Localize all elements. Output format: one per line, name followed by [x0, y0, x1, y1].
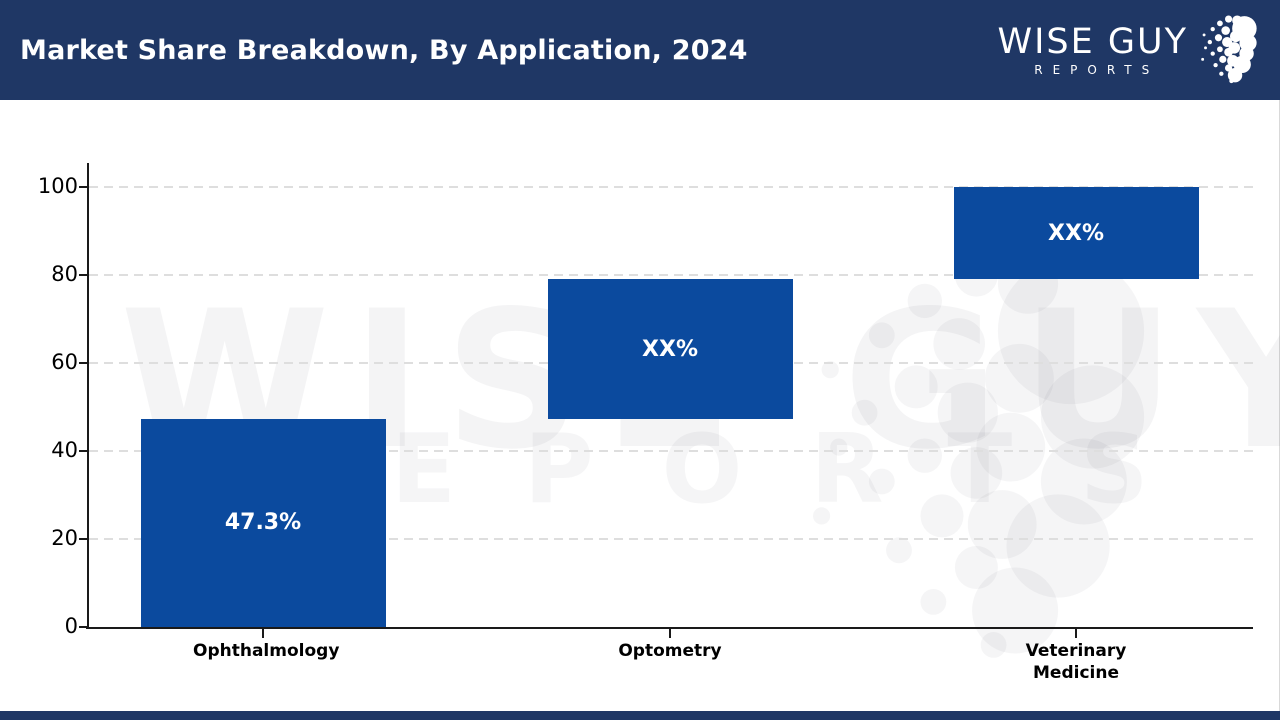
wiseguy-logo-subtitle: REPORTS [1034, 63, 1160, 77]
bar-ophthalmology: 47.3% [140, 418, 386, 627]
x-category-label-optometry: Optometry [600, 640, 740, 662]
wiseguy-logo-text: WISE GUY REPORTS [997, 23, 1188, 77]
x-category-label-optometry-text: Optometry [618, 641, 722, 661]
x-category-label-veterinary-medicine-text: Veterinary Medicine [1025, 641, 1127, 683]
y-tick-mark-100 [79, 186, 88, 188]
y-tick-mark-0 [79, 626, 88, 628]
y-tick-label-100: 100 [18, 174, 78, 198]
bar-veterinary-medicine: XX% [953, 187, 1199, 280]
wiseguy-logo: WISE GUY REPORTS [997, 8, 1266, 92]
gridline-40 [89, 450, 1253, 452]
y-tick-label-100-text: 100 [37, 174, 78, 198]
gridline-80 [89, 274, 1253, 276]
page-title: Market Share Breakdown, By Application, … [20, 34, 748, 66]
gridline-20 [89, 538, 1253, 540]
y-tick-mark-40 [79, 450, 88, 452]
y-axis-line [87, 163, 89, 629]
wiseguy-logo-wordmark: WISE GUY [997, 22, 1188, 62]
y-tick-label-80-text: 80 [51, 262, 78, 286]
x-tick-mark-veterinary-medicine [1075, 629, 1077, 638]
y-tick-mark-60 [79, 362, 88, 364]
x-tick-mark-ophthalmology [262, 629, 264, 638]
y-tick-label-40-text: 40 [51, 438, 78, 462]
y-tick-label-60: 60 [18, 350, 78, 374]
y-tick-label-0-text: 0 [64, 614, 78, 638]
x-tick-mark-optometry [669, 629, 671, 638]
x-axis-line [86, 627, 1253, 629]
x-category-label-ophthalmology-text: Ophthalmology [193, 641, 340, 661]
y-tick-mark-80 [79, 274, 88, 276]
y-tick-label-40: 40 [18, 438, 78, 462]
header-band: Market Share Breakdown, By Application, … [0, 0, 1280, 100]
bar-optometry: XX% [547, 279, 793, 419]
gridline-100 [89, 186, 1253, 188]
y-tick-label-80: 80 [18, 262, 78, 286]
y-tick-label-20: 20 [18, 526, 78, 550]
y-tick-mark-20 [79, 538, 88, 540]
bar-value-label-veterinary-medicine: XX% [1048, 220, 1104, 246]
y-tick-label-60-text: 60 [51, 350, 78, 374]
bar-value-label-optometry: XX% [642, 336, 698, 362]
y-tick-label-20-text: 20 [51, 526, 78, 550]
x-category-label-veterinary-medicine: Veterinary Medicine [1006, 640, 1146, 684]
bar-value-label-ophthalmology: 47.3% [224, 510, 302, 536]
y-tick-label-0: 0 [18, 614, 78, 638]
footer-band [0, 711, 1280, 720]
x-category-label-ophthalmology: Ophthalmology [193, 640, 339, 662]
